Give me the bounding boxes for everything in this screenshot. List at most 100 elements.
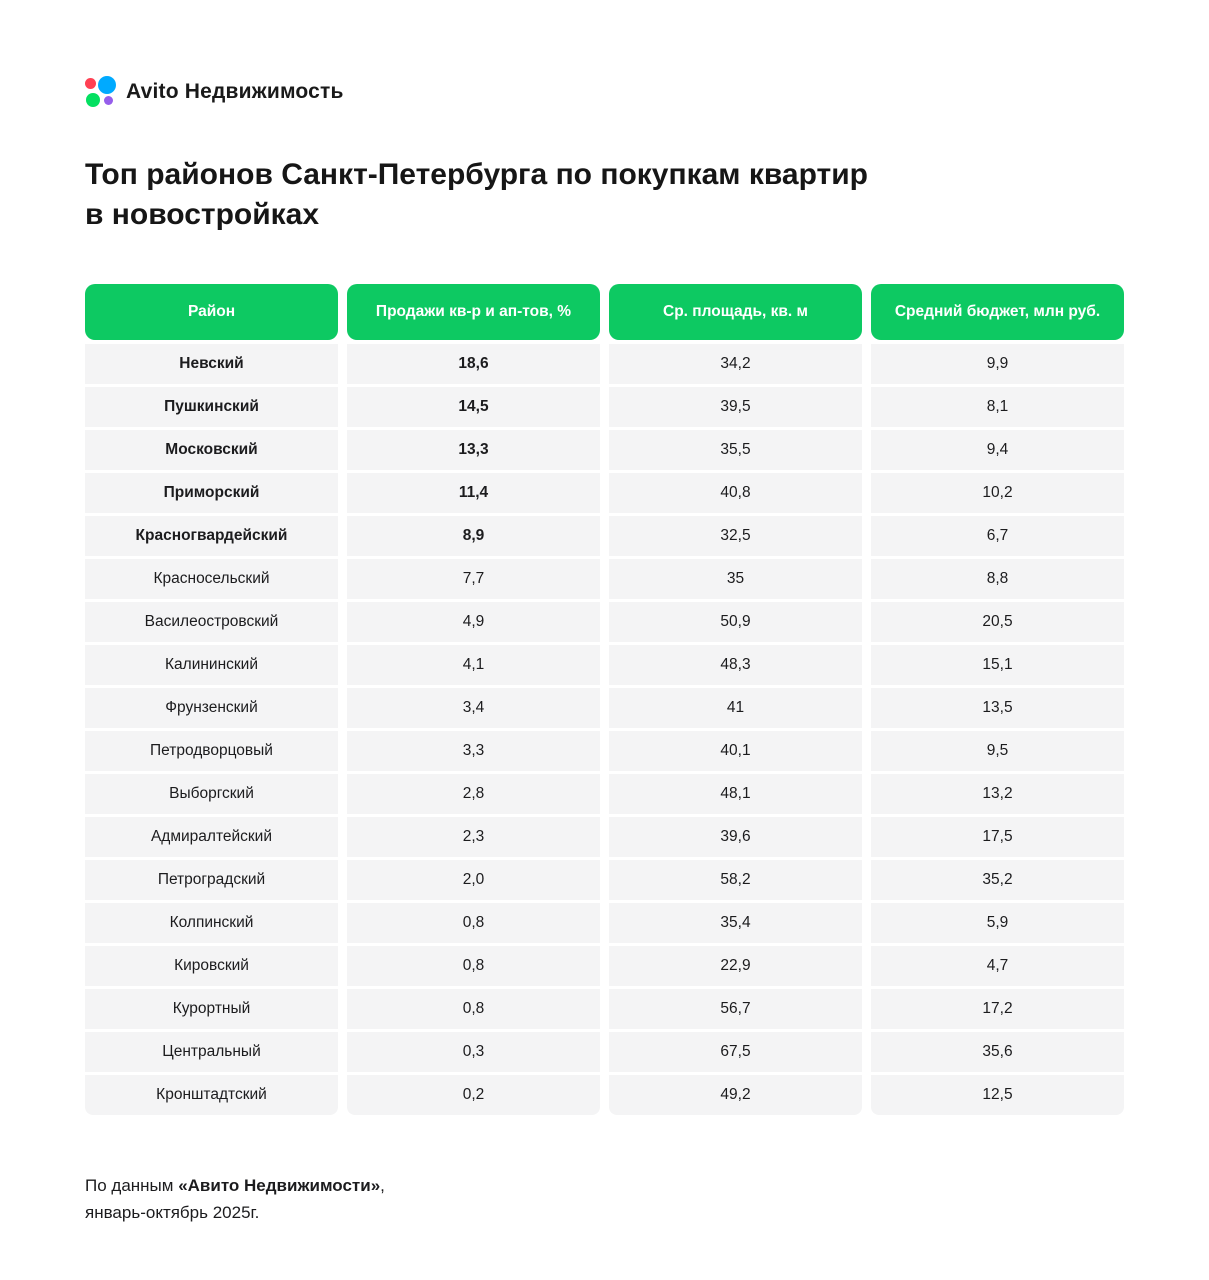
logo-dot-blue	[98, 76, 116, 94]
sales-cell: 3,4	[347, 688, 600, 729]
area-cell: 39,6	[609, 817, 862, 858]
district-cell: Петроградский	[85, 860, 338, 901]
footer-prefix: По данным	[85, 1176, 179, 1196]
table-body: Невский 18,6 34,2 9,9 Пушкинский 14,5 39,5 8,1 М…	[85, 344, 1124, 1116]
area-cell: 34,2	[609, 344, 862, 385]
sales-cell: 8,9	[347, 516, 600, 557]
logo-dot-red	[85, 78, 96, 89]
logo-dot-green	[86, 93, 100, 107]
page-title: Топ районов Санкт-Петербурга по покупкам…	[85, 155, 1124, 234]
table-row: Приморский 11,4 40,8 10,2	[85, 473, 1124, 514]
budget-cell: 8,1	[871, 387, 1124, 428]
page: Avito Недвижимость Топ районов Санкт-Пет…	[85, 76, 1124, 1226]
budget-cell: 15,1	[871, 645, 1124, 686]
sales-cell: 4,1	[347, 645, 600, 686]
budget-cell: 9,4	[871, 430, 1124, 471]
sales-cell: 0,8	[347, 989, 600, 1030]
district-cell: Адмиралтейский	[85, 817, 338, 858]
table-row: Петроградский 2,0 58,2 35,2	[85, 860, 1124, 901]
area-cell: 67,5	[609, 1032, 862, 1073]
table-row: Адмиралтейский 2,3 39,6 17,5	[85, 817, 1124, 858]
footer-note: По данным «Авито Недвижимости», январь-о…	[85, 1173, 1124, 1226]
sales-cell: 4,9	[347, 602, 600, 643]
brand-name: Avito Недвижимость	[126, 79, 344, 103]
district-cell: Приморский	[85, 473, 338, 514]
table-row: Кировский 0,8 22,9 4,7	[85, 946, 1124, 987]
table-row: Красносельский 7,7 35 8,8	[85, 559, 1124, 600]
sales-cell: 14,5	[347, 387, 600, 428]
districts-table: Район Продажи кв-р и ап-тов, % Ср. площа…	[85, 284, 1124, 1116]
page-title-line2: в новостройках	[85, 197, 320, 231]
footer-line1: По данным «Авито Недвижимости»,	[85, 1173, 1124, 1199]
area-cell: 35	[609, 559, 862, 600]
area-cell: 48,1	[609, 774, 862, 815]
district-cell: Фрунзенский	[85, 688, 338, 729]
sales-cell: 7,7	[347, 559, 600, 600]
header-budget: Средний бюджет, млн руб.	[871, 284, 1124, 341]
area-cell: 39,5	[609, 387, 862, 428]
table-row: Калининский 4,1 48,3 15,1	[85, 645, 1124, 686]
district-cell: Кронштадтский	[85, 1075, 338, 1116]
district-cell: Кировский	[85, 946, 338, 987]
area-cell: 50,9	[609, 602, 862, 643]
table-row: Кронштадтский 0,2 49,2 12,5	[85, 1075, 1124, 1116]
district-cell: Невский	[85, 344, 338, 385]
page-title-line1: Топ районов Санкт-Петербурга по покупкам…	[85, 158, 868, 191]
budget-cell: 10,2	[871, 473, 1124, 514]
footer-source: «Авито Недвижимости»	[178, 1176, 381, 1196]
table-row: Петродворцовый 3,3 40,1 9,5	[85, 731, 1124, 772]
budget-cell: 6,7	[871, 516, 1124, 557]
budget-cell: 9,5	[871, 731, 1124, 772]
sales-cell: 2,0	[347, 860, 600, 901]
budget-cell: 8,8	[871, 559, 1124, 600]
sales-cell: 0,2	[347, 1075, 600, 1116]
district-cell: Красногвардейский	[85, 516, 338, 557]
budget-cell: 9,9	[871, 344, 1124, 385]
header-area: Ср. площадь, кв. м	[609, 284, 862, 341]
sales-cell: 11,4	[347, 473, 600, 514]
brand: Avito Недвижимость	[85, 76, 1124, 107]
area-cell: 40,8	[609, 473, 862, 514]
sales-cell: 0,3	[347, 1032, 600, 1073]
district-cell: Курортный	[85, 989, 338, 1030]
sales-cell: 18,6	[347, 344, 600, 385]
sales-cell: 0,8	[347, 946, 600, 987]
sales-cell: 2,8	[347, 774, 600, 815]
district-cell: Калининский	[85, 645, 338, 686]
table-header: Район Продажи кв-р и ап-тов, % Ср. площа…	[85, 284, 1124, 341]
footer-line2: январь-октябрь 2025г.	[85, 1202, 260, 1222]
area-cell: 35,4	[609, 903, 862, 944]
logo-dot-purple	[104, 96, 113, 105]
table-row: Выборгский 2,8 48,1 13,2	[85, 774, 1124, 815]
budget-cell: 12,5	[871, 1075, 1124, 1116]
sales-cell: 13,3	[347, 430, 600, 471]
budget-cell: 13,2	[871, 774, 1124, 815]
budget-cell: 5,9	[871, 903, 1124, 944]
table-row: Курортный 0,8 56,7 17,2	[85, 989, 1124, 1030]
budget-cell: 20,5	[871, 602, 1124, 643]
budget-cell: 17,5	[871, 817, 1124, 858]
footer-suffix: ,	[380, 1176, 385, 1196]
area-cell: 41	[609, 688, 862, 729]
area-cell: 40,1	[609, 731, 862, 772]
district-cell: Красносельский	[85, 559, 338, 600]
area-cell: 22,9	[609, 946, 862, 987]
table-row: Центральный 0,3 67,5 35,6	[85, 1032, 1124, 1073]
budget-cell: 4,7	[871, 946, 1124, 987]
table-row: Колпинский 0,8 35,4 5,9	[85, 903, 1124, 944]
sales-cell: 3,3	[347, 731, 600, 772]
sales-cell: 2,3	[347, 817, 600, 858]
area-cell: 58,2	[609, 860, 862, 901]
area-cell: 56,7	[609, 989, 862, 1030]
table-row: Пушкинский 14,5 39,5 8,1	[85, 387, 1124, 428]
district-cell: Московский	[85, 430, 338, 471]
district-cell: Выборгский	[85, 774, 338, 815]
sales-cell: 0,8	[347, 903, 600, 944]
header-sales: Продажи кв-р и ап-тов, %	[347, 284, 600, 341]
district-cell: Пушкинский	[85, 387, 338, 428]
header-district: Район	[85, 284, 338, 341]
avito-logo-icon	[85, 76, 116, 107]
district-cell: Колпинский	[85, 903, 338, 944]
table-row: Красногвардейский 8,9 32,5 6,7	[85, 516, 1124, 557]
area-cell: 48,3	[609, 645, 862, 686]
